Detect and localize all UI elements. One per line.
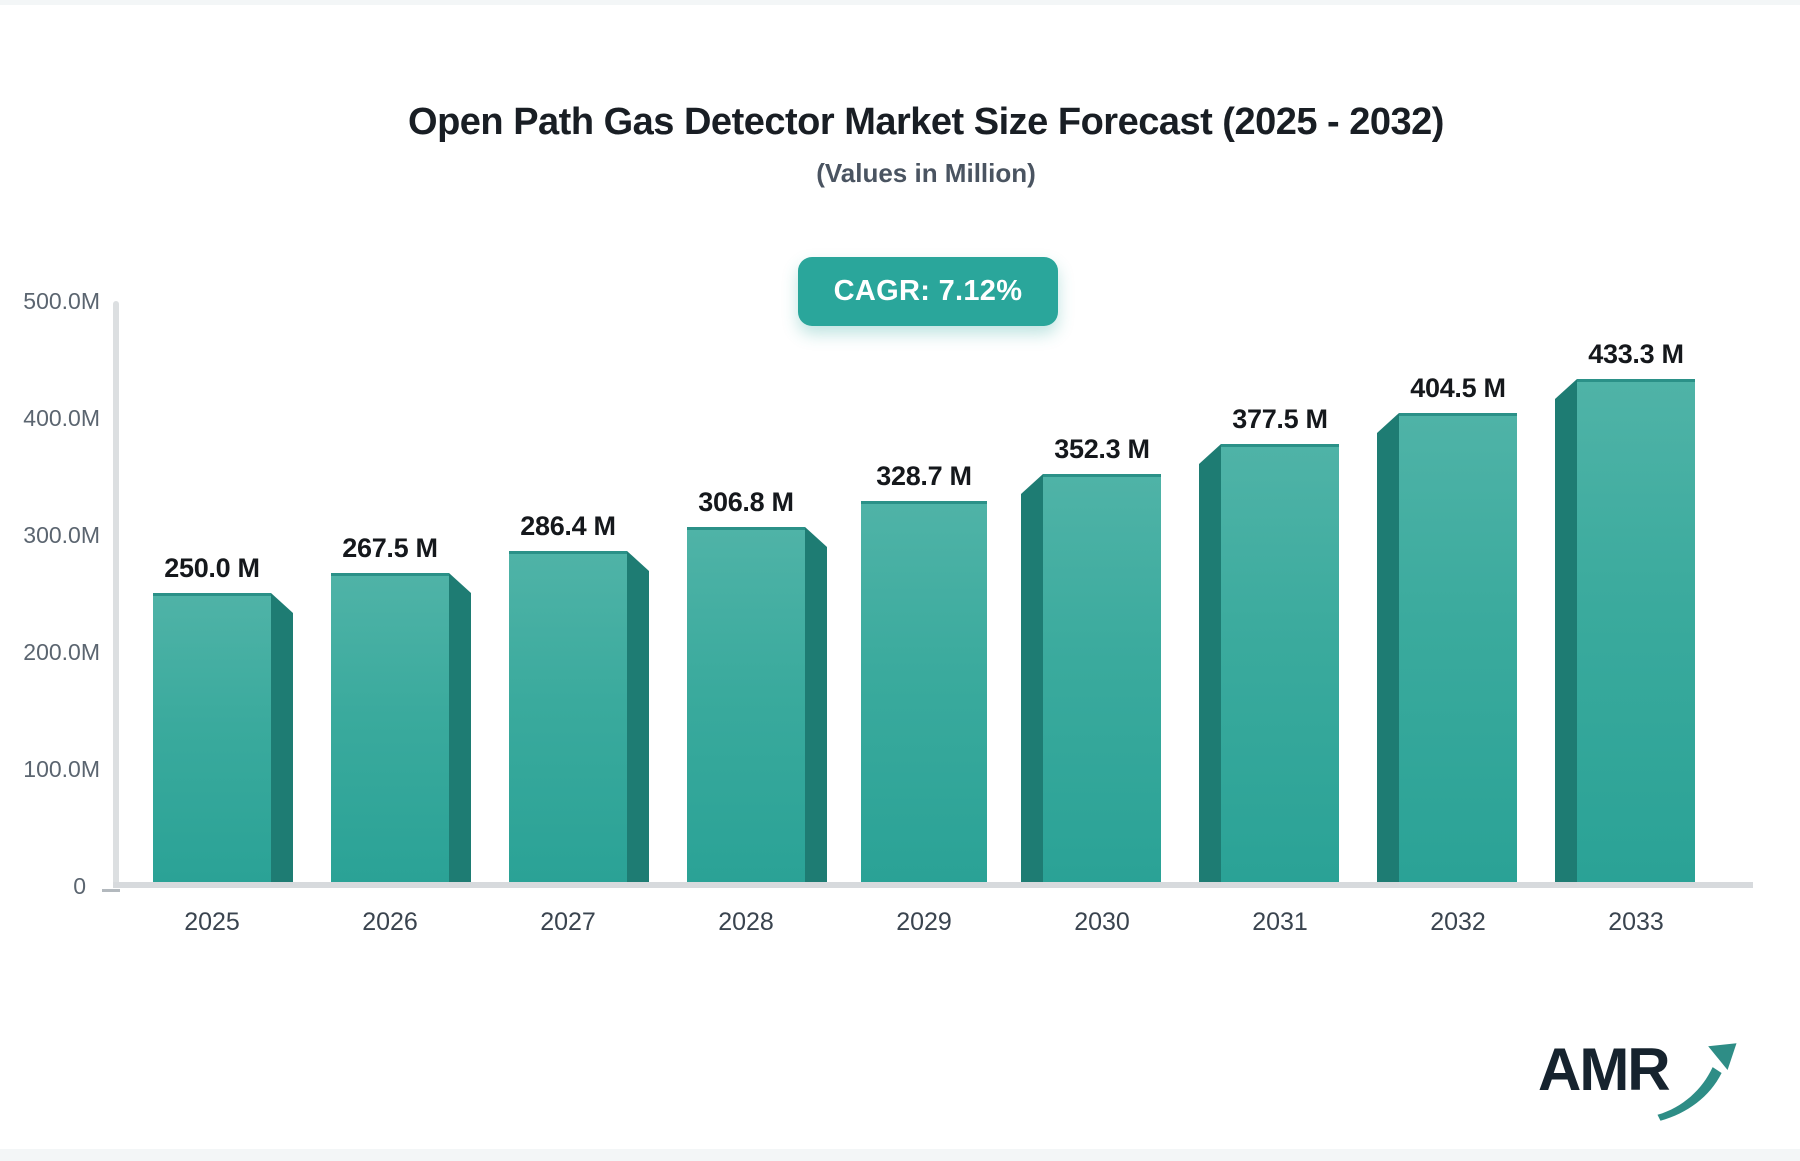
chart-subtitle: (Values in Million) xyxy=(816,158,1036,188)
bar-side-face xyxy=(627,551,649,886)
amr-logo-text: AMR xyxy=(1538,1036,1671,1103)
bar-value-label: 306.8 M xyxy=(698,487,794,517)
y-tick-label-200: 200.0M xyxy=(23,639,100,665)
bar-2025: 250.0 M xyxy=(153,553,293,886)
x-tick-label-2027: 2027 xyxy=(540,908,596,936)
bar-front-face xyxy=(1399,413,1517,886)
x-tick-label-2033: 2033 xyxy=(1608,908,1664,936)
x-tick-label-2025: 2025 xyxy=(184,908,240,936)
y-axis-line xyxy=(113,301,119,887)
x-tick-label-2032: 2032 xyxy=(1430,908,1486,936)
bar-value-label: 433.3 M xyxy=(1588,339,1684,369)
x-axis-line xyxy=(113,882,1753,888)
zero-tick-mark xyxy=(102,889,120,892)
bar-value-label: 352.3 M xyxy=(1054,434,1150,464)
chart-title: Open Path Gas Detector Market Size Forec… xyxy=(408,101,1444,143)
chart-header: Open Path Gas Detector Market Size Forec… xyxy=(56,5,1796,189)
y-tick-label-400: 400.0M xyxy=(23,405,100,431)
cagr-badge-label: CAGR: 7.12% xyxy=(833,275,1023,307)
bar-2027: 286.4 M xyxy=(509,511,649,886)
bar-front-face xyxy=(153,593,271,886)
bar-front-face xyxy=(861,501,987,886)
x-tick-label-2031: 2031 xyxy=(1252,908,1308,936)
x-tick-label-2026: 2026 xyxy=(362,908,418,936)
bar-side-face xyxy=(1555,379,1577,886)
bar-front-face xyxy=(687,527,805,886)
cagr-badge: CAGR: 7.12% xyxy=(798,257,1058,326)
bar-2030: 352.3 M xyxy=(1021,434,1161,886)
x-tick-label-2030: 2030 xyxy=(1074,908,1130,936)
bar-2028: 306.8 M xyxy=(687,487,827,886)
x-tick-label-2029: 2029 xyxy=(896,908,952,936)
bar-2032: 404.5 M xyxy=(1377,373,1517,886)
y-tick-label-500: 500.0M xyxy=(23,288,100,314)
bar-value-label: 404.5 M xyxy=(1410,373,1506,403)
bar-side-face xyxy=(1377,413,1399,886)
bar-front-face xyxy=(509,551,627,886)
y-tick-label-300: 300.0M xyxy=(23,522,100,548)
bar-2026: 267.5 M xyxy=(331,533,471,886)
bar-value-label: 286.4 M xyxy=(520,511,616,541)
bar-2033: 433.3 M xyxy=(1555,339,1695,886)
bar-2031: 377.5 M xyxy=(1199,404,1339,886)
x-tick-label-2028: 2028 xyxy=(718,908,774,936)
bar-chart: 500.0M 400.0M 300.0M 200.0M 100.0M 0 250.0 M 2… xyxy=(0,5,1800,1161)
bar-side-face xyxy=(805,527,827,886)
y-tick-label-100: 100.0M xyxy=(23,756,100,782)
bar-front-face xyxy=(1043,474,1161,886)
bar-value-label: 377.5 M xyxy=(1232,404,1328,434)
bar-front-face xyxy=(1577,379,1695,886)
bar-side-face xyxy=(271,593,293,886)
bar-value-label: 250.0 M xyxy=(164,553,260,583)
bar-side-face xyxy=(1021,474,1043,886)
bar-front-face xyxy=(331,573,449,886)
bar-value-label: 328.7 M xyxy=(876,461,972,491)
bar-side-face xyxy=(449,573,471,886)
bar-side-face xyxy=(1199,444,1221,886)
bar-value-label: 267.5 M xyxy=(342,533,438,563)
bar-front-face xyxy=(1221,444,1339,886)
chart-card: Open Path Gas Detector Market Size Forec… xyxy=(0,5,1800,1149)
bar-2029: 328.7 M xyxy=(861,461,987,886)
amr-logo-arrow-icon xyxy=(1657,1043,1737,1121)
amr-logo: AMR xyxy=(1538,1035,1737,1125)
y-tick-label-0: 0 xyxy=(73,873,86,899)
